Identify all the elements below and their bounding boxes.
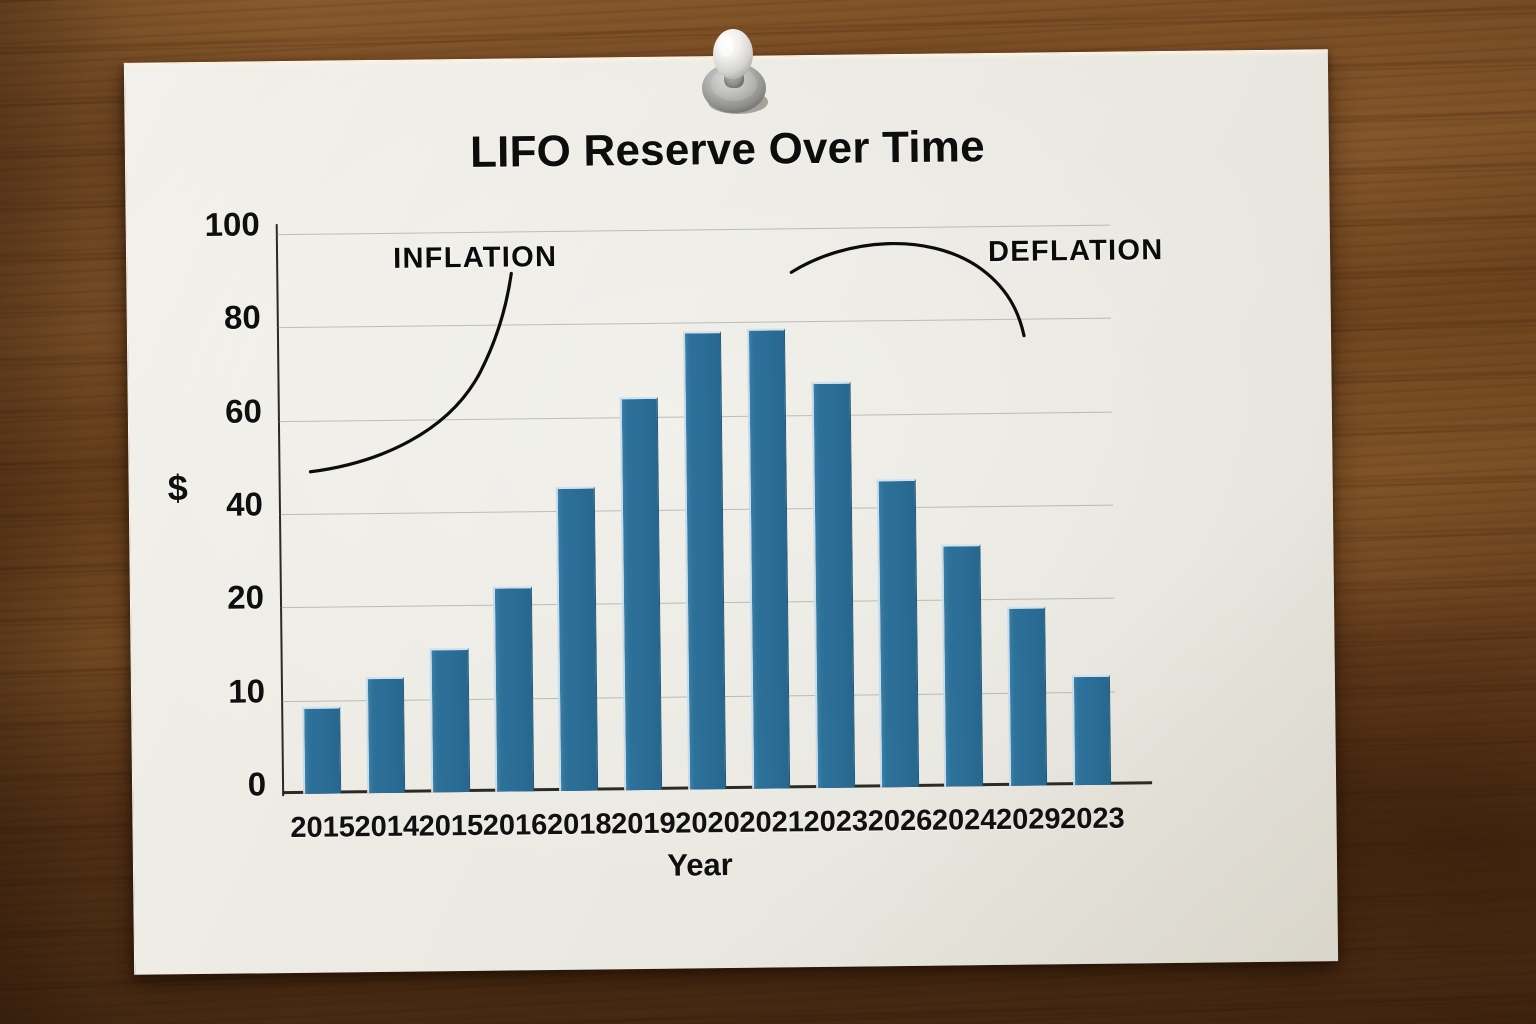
- bar: [1071, 674, 1112, 786]
- x-axis-label: Year: [667, 847, 733, 883]
- bar: [746, 328, 791, 789]
- y-tick-label: 40: [225, 485, 264, 523]
- bar: [682, 331, 727, 790]
- x-tick-label: 2014: [354, 810, 420, 844]
- chart-paper-sheet: LIFO Reserve Over Time $ Year 100 80 60 40 2…: [123, 49, 1339, 975]
- plot-area: 100 80 60 40 20 10 0 2015 2014 2015 2016 2018 2019 2…: [204, 205, 1153, 844]
- bar: [302, 706, 342, 794]
- y-tick-label: 80: [223, 298, 261, 337]
- bar: [941, 544, 983, 787]
- bar: [493, 586, 534, 792]
- y-tick-label: 60: [224, 391, 263, 430]
- y-tick-label: 100: [204, 205, 260, 243]
- bar: [619, 396, 663, 791]
- bar: [365, 676, 406, 794]
- x-tick-label: 2015: [418, 809, 484, 843]
- bar: [1006, 606, 1048, 786]
- pushpin-icon: [702, 29, 768, 114]
- bar: [811, 381, 855, 789]
- gridlines: [275, 224, 1116, 702]
- x-tick-label: 2021: [739, 806, 805, 839]
- x-tick-label: 2019: [610, 807, 676, 841]
- bar: [429, 648, 470, 793]
- x-tick-label: 2023: [803, 805, 869, 839]
- bar-chart: LIFO Reserve Over Time $ Year 100 80 60 40 2…: [125, 50, 1338, 975]
- y-axis-label: $: [167, 467, 188, 509]
- y-tick-label: 0: [247, 765, 267, 803]
- x-tick-label: 2016: [482, 809, 548, 842]
- x-tick-label: 2029: [995, 803, 1061, 837]
- y-tick-label: 10: [228, 671, 266, 710]
- x-tick-label: 2015: [290, 811, 356, 845]
- x-tick-label: 2024: [931, 804, 997, 837]
- bar: [876, 478, 919, 788]
- y-tick-label: 20: [227, 578, 265, 617]
- x-tick-label: 2020: [675, 806, 740, 840]
- chart-title: LIFO Reserve Over Time: [469, 122, 986, 177]
- gridline: [276, 318, 1111, 329]
- x-tick-label: 2023: [1059, 802, 1125, 836]
- annotation-inflation: INFLATION: [392, 240, 558, 275]
- x-tick-label: 2018: [546, 808, 612, 842]
- bar: [556, 487, 599, 791]
- gridline: [275, 224, 1110, 236]
- y-axis-line: [275, 224, 285, 797]
- x-tick-label: 2026: [867, 804, 933, 838]
- annotation-deflation: DEFLATION: [987, 234, 1164, 269]
